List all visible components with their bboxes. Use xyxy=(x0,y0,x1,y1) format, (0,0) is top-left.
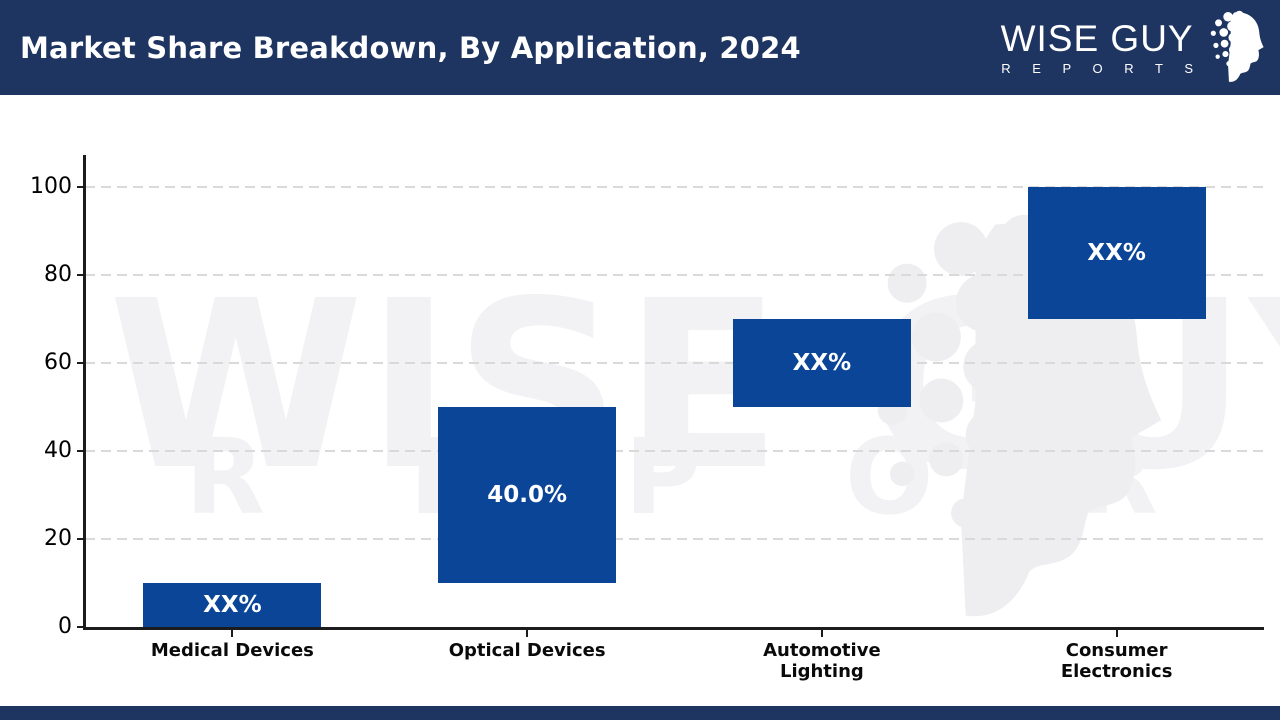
y-tick-mark xyxy=(77,450,85,452)
gridline-40 xyxy=(85,450,1264,452)
x-tick-mark xyxy=(1115,629,1118,637)
logo-wordmark: WISE GUY R E P O R T S xyxy=(992,20,1202,76)
category-label: Optical Devices xyxy=(448,640,606,661)
y-tick-mark xyxy=(77,274,85,276)
bar-automotive-lighting: XX% xyxy=(732,319,911,407)
y-tick-label: 100 xyxy=(30,174,72,199)
x-axis-line xyxy=(83,627,1264,630)
y-tick-label: 40 xyxy=(44,438,72,463)
y-tick-label: 60 xyxy=(44,350,72,375)
bar-optical-devices: 40.0% xyxy=(438,407,617,583)
gridline-20 xyxy=(85,538,1264,540)
logo-name-text: WISE GUY xyxy=(1000,17,1194,59)
category-label: Automotive Lighting xyxy=(763,640,881,682)
y-tick-mark xyxy=(77,626,85,628)
gridline-60 xyxy=(85,362,1264,364)
y-tick-mark xyxy=(77,186,85,188)
y-tick-mark xyxy=(77,362,85,364)
bar-value-label: XX% xyxy=(1087,240,1146,266)
y-tick-label: 0 xyxy=(58,614,72,639)
footer-band xyxy=(0,706,1280,720)
bar-consumer-electronics: XX% xyxy=(1027,187,1206,319)
y-tick-label: 20 xyxy=(44,526,72,551)
x-tick-mark xyxy=(526,629,529,637)
bar-value-label: XX% xyxy=(792,350,852,376)
category-label: Medical Devices xyxy=(150,640,314,661)
gridline-100 xyxy=(85,186,1264,188)
bar-medical-devices: XX% xyxy=(143,583,322,627)
gridline-80 xyxy=(85,274,1264,276)
x-tick-mark xyxy=(231,629,234,637)
bar-value-label: XX% xyxy=(203,592,262,618)
logo-sub-text: R E P O R T S xyxy=(1001,60,1202,76)
y-axis-line xyxy=(83,155,86,629)
y-tick-mark xyxy=(77,538,85,540)
wise-guy-logo: WISE GUY R E P O R T S xyxy=(992,9,1266,87)
y-tick-label: 80 xyxy=(44,262,72,287)
logo-head-icon xyxy=(1210,10,1264,82)
bar-value-label: 40.0% xyxy=(487,482,568,508)
x-tick-mark xyxy=(820,629,823,637)
chart-title: Market Share Breakdown, By Application, … xyxy=(20,30,801,65)
category-label: Consumer Electronics xyxy=(1060,640,1173,682)
header-band: Market Share Breakdown, By Application, … xyxy=(0,0,1280,95)
